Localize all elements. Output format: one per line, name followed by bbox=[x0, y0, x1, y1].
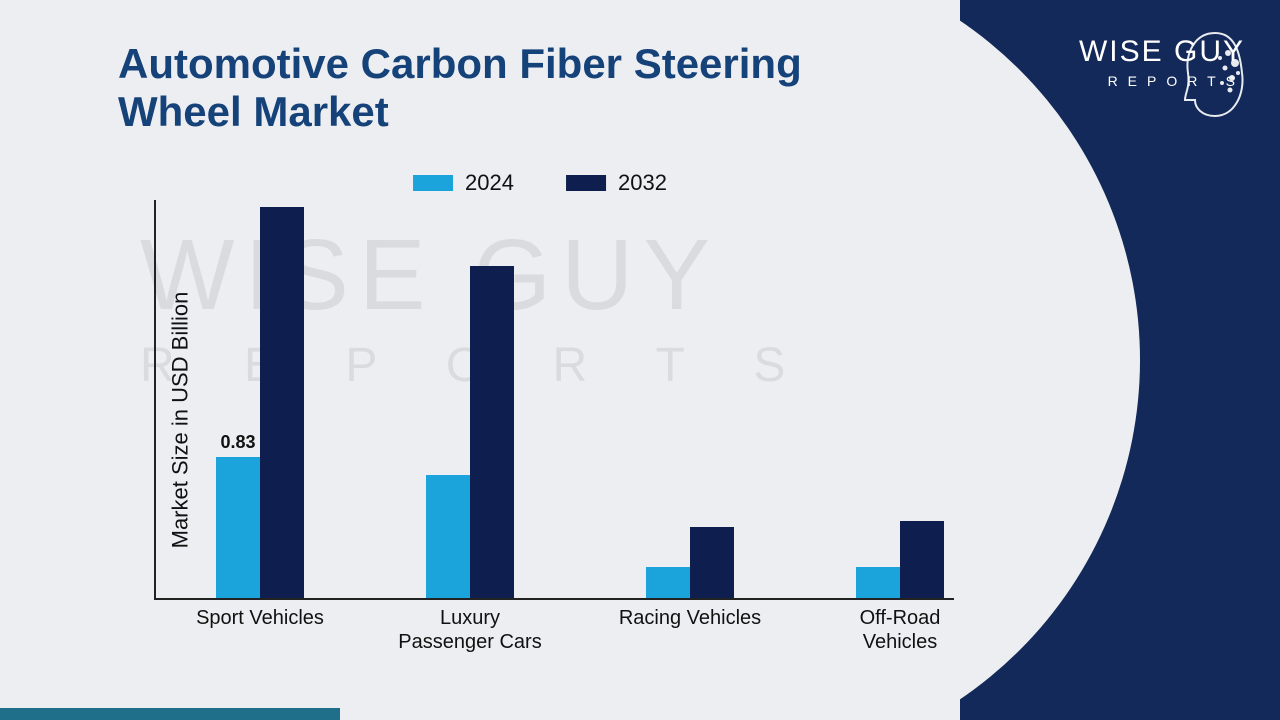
page: WISE GUY R E P O R T S Automotive Carbon… bbox=[0, 0, 1280, 720]
category-label: Sport Vehicles bbox=[180, 598, 340, 630]
plot-area: 0.83Sport Vehicles Luxury Passenger Cars R… bbox=[154, 200, 954, 600]
legend-swatch-2024 bbox=[413, 175, 453, 191]
brand-head-icon bbox=[1180, 28, 1250, 118]
bar-s2024 bbox=[856, 567, 900, 598]
legend-label-2032: 2032 bbox=[618, 170, 667, 196]
legend-item-2024: 2024 bbox=[413, 170, 514, 196]
legend-swatch-2032 bbox=[566, 175, 606, 191]
legend-label-2024: 2024 bbox=[465, 170, 514, 196]
category-label: Off-Road Vehicles bbox=[820, 598, 980, 654]
page-title: Automotive Carbon Fiber Steering Wheel M… bbox=[118, 40, 878, 137]
bar-value-label: 0.83 bbox=[216, 432, 260, 457]
bar-s2032 bbox=[900, 521, 944, 598]
bar-s2024 bbox=[646, 567, 690, 598]
bar-s2032 bbox=[690, 527, 734, 598]
legend: 2024 2032 bbox=[413, 170, 667, 196]
bar-s2024 bbox=[426, 475, 470, 598]
bar-group: Racing Vehicles bbox=[646, 527, 734, 598]
bar-s2032 bbox=[470, 266, 514, 598]
bottom-accent-bar bbox=[0, 708, 340, 720]
bar-group: 0.83Sport Vehicles bbox=[216, 207, 304, 598]
chart: Market Size in USD Billion 2024 2032 0.8… bbox=[100, 180, 980, 660]
legend-item-2032: 2032 bbox=[566, 170, 667, 196]
bar-s2032 bbox=[260, 207, 304, 598]
category-label: Racing Vehicles bbox=[610, 598, 770, 630]
bar-group: Luxury Passenger Cars bbox=[426, 266, 514, 598]
category-label: Luxury Passenger Cars bbox=[390, 598, 550, 654]
bar-s2024: 0.83 bbox=[216, 457, 260, 598]
bar-group: Off-Road Vehicles bbox=[856, 521, 944, 598]
